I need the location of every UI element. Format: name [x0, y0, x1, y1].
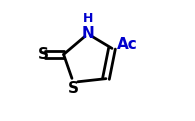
Text: S: S — [68, 81, 79, 96]
Text: S: S — [38, 47, 49, 62]
Text: Ac: Ac — [117, 37, 138, 52]
Text: N: N — [82, 26, 94, 41]
Text: H: H — [83, 12, 93, 25]
